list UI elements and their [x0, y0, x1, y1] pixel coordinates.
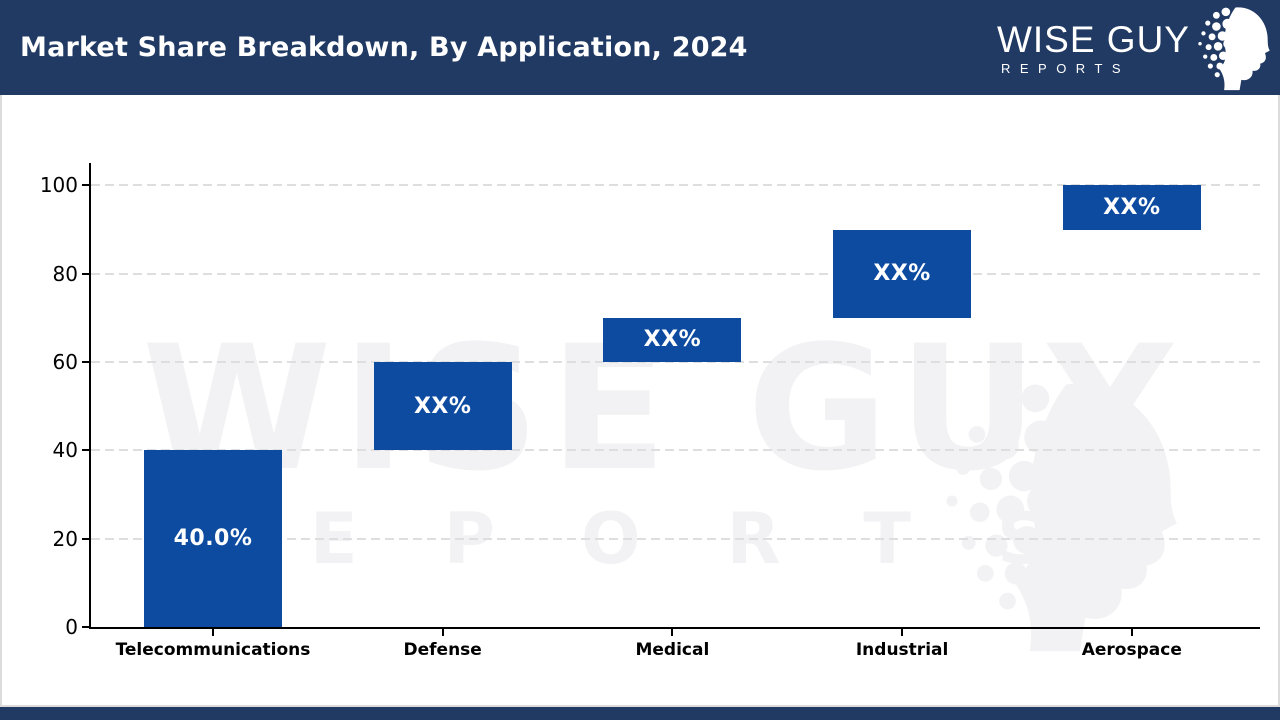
y-tick-label: 100: [39, 173, 78, 198]
brand-logo: WISE GUY REPORTS: [997, 5, 1270, 91]
y-tick-label: 60: [52, 350, 78, 374]
bar-value-label: XX%: [873, 261, 931, 287]
bar: XX%: [373, 362, 512, 451]
y-tick-mark: [82, 184, 90, 187]
y-tick-mark: [82, 537, 90, 540]
brand-logo-text: WISE GUY REPORTS: [997, 21, 1190, 75]
bar: XX%: [1062, 185, 1201, 230]
y-tick-label: 40: [52, 438, 78, 463]
y-tick-label: 80: [52, 261, 78, 286]
logo-subtitle: REPORTS: [1000, 60, 1131, 76]
head-profile-logo-icon: [1198, 6, 1270, 90]
logo-wordmark: WISE GUY: [996, 18, 1190, 60]
x-tick-mark: [212, 629, 214, 636]
x-tick-label: Aerospace: [1081, 640, 1182, 660]
gridline: [91, 184, 1260, 187]
y-tick-label: 0: [65, 615, 78, 639]
x-tick-label: Industrial: [855, 640, 949, 660]
x-tick-mark: [1130, 629, 1133, 636]
page-title: Market Share Breakdown, By Application, …: [20, 32, 748, 63]
footer-bar: [0, 707, 1280, 720]
chart-area: WISE GUY REPORTS 0 20 40 60 80 100 40.0% Teleco…: [0, 95, 1280, 707]
bar-value-label: XX%: [413, 393, 472, 419]
gridline: [91, 537, 1260, 540]
bar: XX%: [833, 229, 972, 318]
x-tick-label: Defense: [403, 640, 482, 660]
bar-value-label: 40.0%: [173, 526, 253, 552]
gridline: [91, 449, 1260, 452]
y-tick-label: 20: [52, 526, 78, 551]
gridline: [91, 272, 1260, 275]
header: Market Share Breakdown, By Application, …: [0, 0, 1280, 95]
x-axis-line: [89, 627, 1260, 629]
gridline: [91, 361, 1260, 363]
y-tick-mark: [82, 626, 90, 628]
waterfall-chart: 0 20 40 60 80 100 40.0% Telecommunications XX% De…: [2, 95, 1278, 705]
x-tick-mark: [441, 629, 444, 636]
x-tick-mark: [901, 629, 904, 636]
y-tick-mark: [82, 449, 90, 452]
x-tick-label: Telecommunications: [115, 640, 311, 660]
y-tick-mark: [82, 272, 90, 275]
y-tick-mark: [82, 361, 90, 363]
x-tick-label: Medical: [635, 640, 710, 660]
bar-value-label: XX%: [1103, 194, 1161, 220]
x-tick-mark: [671, 629, 674, 636]
y-axis-line: [89, 163, 91, 629]
bar-value-label: XX%: [643, 327, 702, 353]
bar: 40.0%: [144, 450, 282, 627]
bar: XX%: [603, 317, 742, 362]
